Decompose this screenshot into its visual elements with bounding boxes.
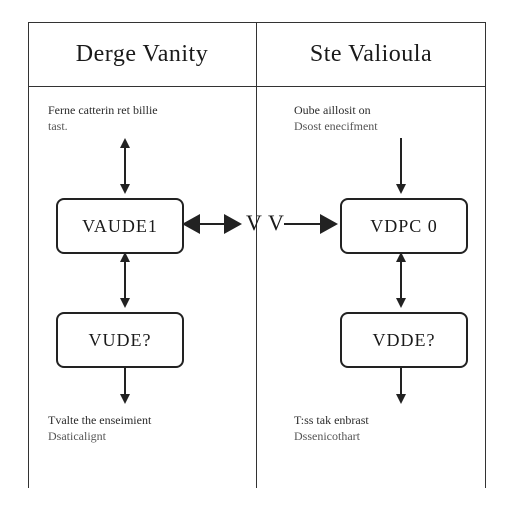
arrow-vertical-right-3 <box>394 366 408 404</box>
arrow-vertical-left-2 <box>118 252 132 308</box>
arrowhead-left-icon <box>182 214 200 234</box>
left-footer-line-1: Tvalte the enseimient <box>48 412 151 428</box>
right-caption-line-2: Dsost enecifment <box>294 118 378 134</box>
arrowhead-right-icon <box>320 214 338 234</box>
left-caption-line-2: tast. <box>48 118 68 134</box>
frame-border-right <box>485 22 486 488</box>
header-underline <box>28 86 486 87</box>
right-footer-line-1: T:ss tak enbrast <box>294 412 369 428</box>
arrow-vertical-left-1 <box>118 138 132 194</box>
arrow-vertical-right-2 <box>394 252 408 308</box>
center-label-left-v: V <box>246 210 262 236</box>
node-left-2: VUDE? <box>56 312 184 368</box>
left-footer-line-2: Dsaticalignt <box>48 428 106 444</box>
frame-divider <box>256 22 257 488</box>
column-header-left: Derge Vanity <box>28 22 256 86</box>
node-right-1-label: VDPC 0 <box>370 216 438 237</box>
left-caption-line-1: Ferne catterin ret billie <box>48 102 158 118</box>
arrow-shaft <box>200 223 224 225</box>
node-left-2-label: VUDE? <box>89 330 152 351</box>
frame-border-left <box>28 22 29 488</box>
node-left-1-label: VAUDE1 <box>82 216 158 237</box>
center-label-right-v: V <box>268 210 284 236</box>
node-right-1: VDPC 0 <box>340 198 468 254</box>
node-left-1: VAUDE1 <box>56 198 184 254</box>
diagram-canvas: Derge Vanity Ste Valioula Ferne catterin… <box>0 0 512 512</box>
node-right-2-label: VDDE? <box>373 330 436 351</box>
arrow-shaft <box>284 223 320 225</box>
arrow-horizontal-right <box>284 214 338 234</box>
arrowhead-right-icon <box>224 214 242 234</box>
right-caption-line-1: Oube aillosit on <box>294 102 371 118</box>
node-right-2: VDDE? <box>340 312 468 368</box>
arrow-vertical-left-3 <box>118 366 132 404</box>
column-header-right: Ste Valioula <box>256 22 486 86</box>
arrow-vertical-right-1 <box>394 138 408 194</box>
arrow-horizontal-left <box>182 214 242 234</box>
right-footer-line-2: Dssenicothart <box>294 428 360 444</box>
